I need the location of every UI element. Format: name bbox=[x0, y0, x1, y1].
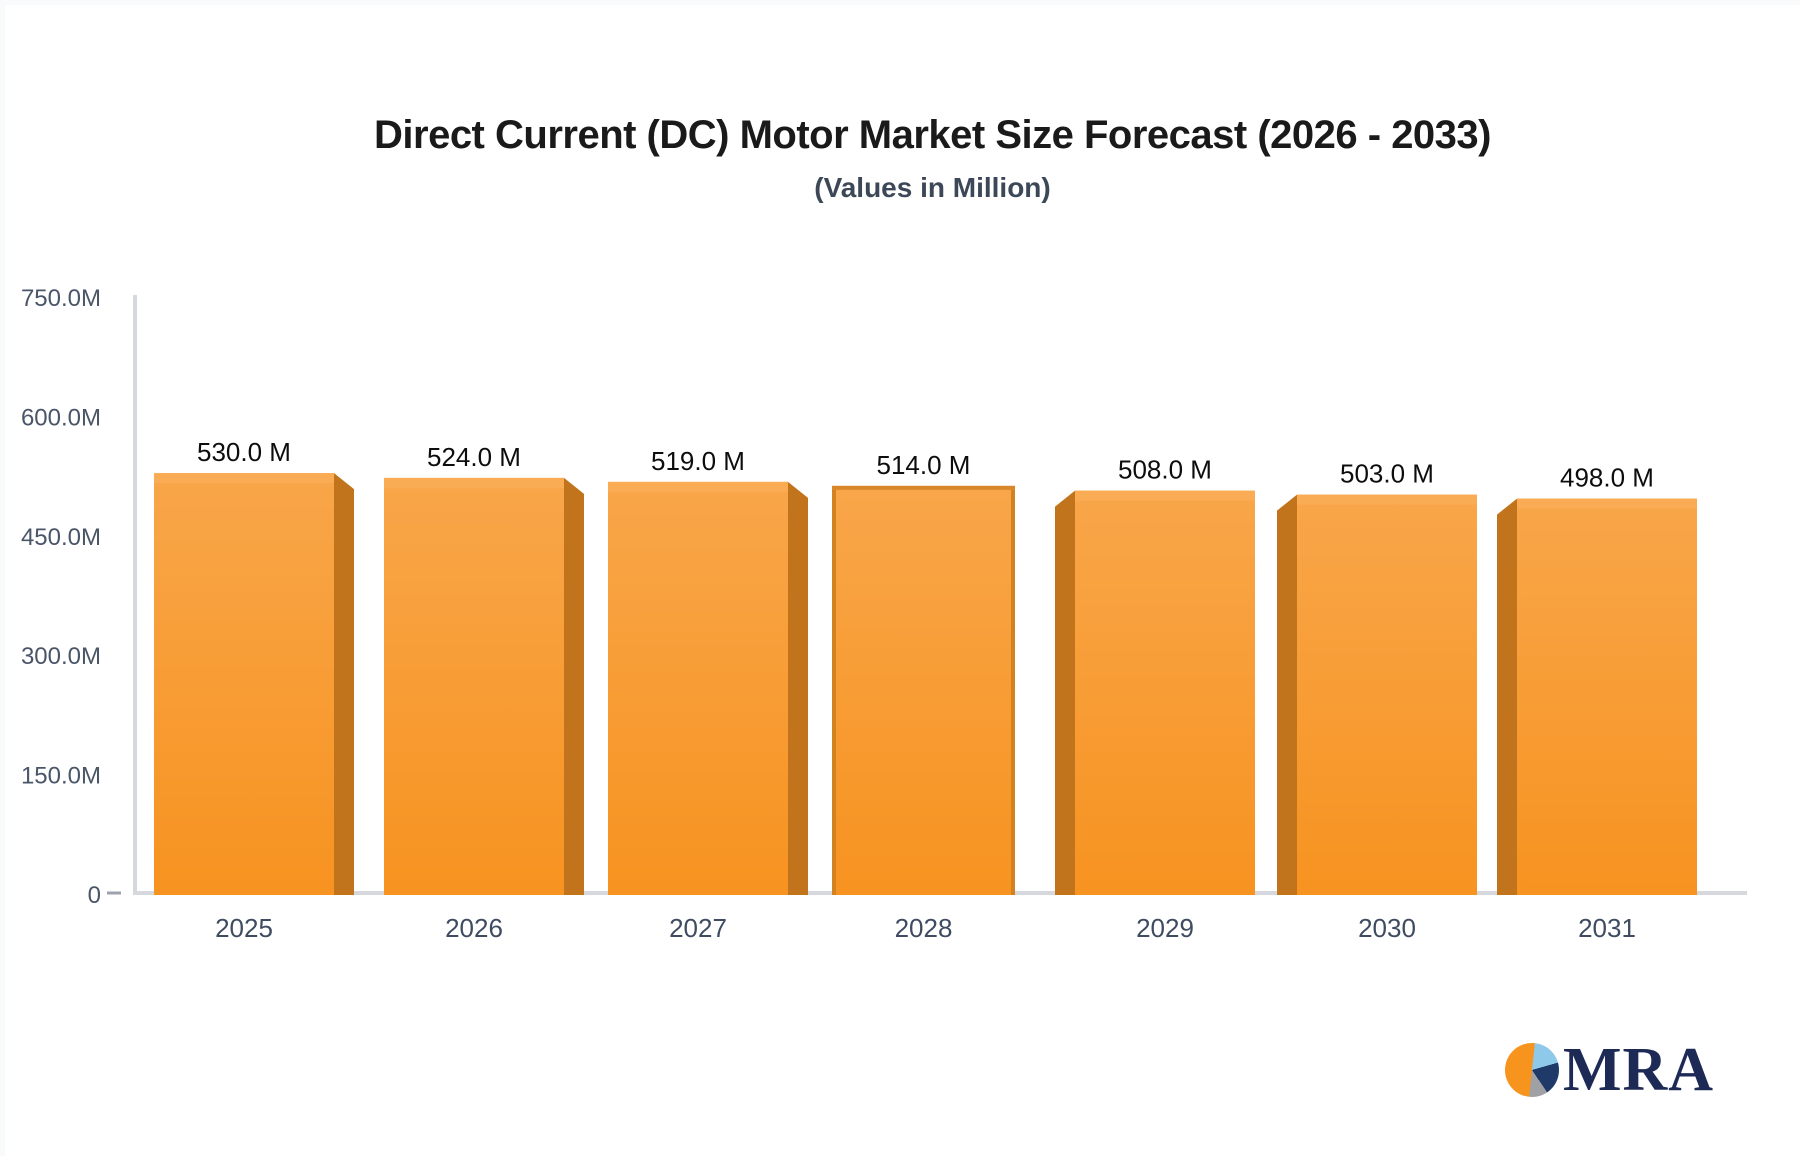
y-tick-label: 300.0M bbox=[21, 643, 101, 670]
bar-right-edge bbox=[1011, 489, 1015, 895]
bar-2027[interactable] bbox=[608, 481, 808, 895]
bar-value-label: 519.0 M bbox=[651, 446, 745, 476]
bar-side-face bbox=[1497, 498, 1517, 895]
bar-2026[interactable] bbox=[384, 477, 584, 895]
bar-2028[interactable] bbox=[832, 485, 1015, 895]
bar-front-face bbox=[832, 485, 1015, 895]
bar-2029[interactable] bbox=[1055, 490, 1255, 895]
bar-top-face bbox=[384, 477, 564, 488]
x-tick-label: 2029 bbox=[1136, 913, 1194, 943]
y-tick-label: 150.0M bbox=[21, 763, 101, 790]
bar-value-label: 530.0 M bbox=[197, 437, 291, 467]
x-tick-label: 2028 bbox=[895, 913, 953, 943]
mra-pie-chart-icon bbox=[1505, 1043, 1559, 1097]
x-tick-label: 2031 bbox=[1578, 913, 1636, 943]
y-tick-label: 0 bbox=[88, 882, 101, 909]
bar-value-label: 524.0 M bbox=[427, 442, 521, 472]
bar-front-face bbox=[1297, 494, 1477, 895]
y-axis-line bbox=[133, 295, 137, 895]
y-tick-label: 750.0M bbox=[21, 285, 101, 312]
bar-left-edge bbox=[832, 489, 836, 895]
bar-top-face bbox=[1297, 494, 1477, 505]
bar-side-face bbox=[334, 473, 354, 895]
bar-front-face bbox=[1517, 498, 1697, 895]
bar-top-edge bbox=[832, 485, 1015, 490]
bar-top-face bbox=[608, 481, 788, 492]
bar-front-face bbox=[608, 481, 788, 895]
bar-top-face bbox=[1517, 498, 1697, 509]
x-tick-label: 2027 bbox=[669, 913, 727, 943]
bar-top-face bbox=[1075, 490, 1255, 501]
mra-logo: MRA bbox=[1505, 1036, 1715, 1104]
bar-2031[interactable] bbox=[1497, 498, 1697, 895]
bar-side-face bbox=[1055, 490, 1075, 895]
bar-front-face bbox=[384, 477, 564, 895]
zero-tick-dash bbox=[107, 891, 121, 895]
bar-2030[interactable] bbox=[1277, 494, 1477, 895]
y-tick-label: 450.0M bbox=[21, 524, 101, 551]
x-tick-label: 2025 bbox=[215, 913, 273, 943]
y-tick-label: 600.0M bbox=[21, 404, 101, 431]
x-tick-label: 2030 bbox=[1358, 913, 1416, 943]
mra-logo-text: MRA bbox=[1563, 1036, 1715, 1104]
bar-chart: 0 150.0M 300.0M 450.0M 600.0M 750.0M 530.0 M 20… bbox=[5, 5, 1800, 1005]
bar-2025[interactable] bbox=[154, 473, 354, 895]
bar-value-label: 503.0 M bbox=[1340, 459, 1434, 489]
bar-side-face bbox=[788, 481, 808, 895]
bar-value-label: 498.0 M bbox=[1560, 463, 1654, 493]
bar-value-label: 508.0 M bbox=[1118, 455, 1212, 485]
x-tick-label: 2026 bbox=[445, 913, 503, 943]
bar-top-face bbox=[154, 473, 334, 484]
bar-front-face bbox=[1075, 490, 1255, 895]
bar-front-face bbox=[154, 473, 334, 895]
bar-value-label: 514.0 M bbox=[877, 450, 971, 480]
bar-side-face bbox=[1277, 494, 1297, 895]
bar-side-face bbox=[564, 477, 584, 895]
